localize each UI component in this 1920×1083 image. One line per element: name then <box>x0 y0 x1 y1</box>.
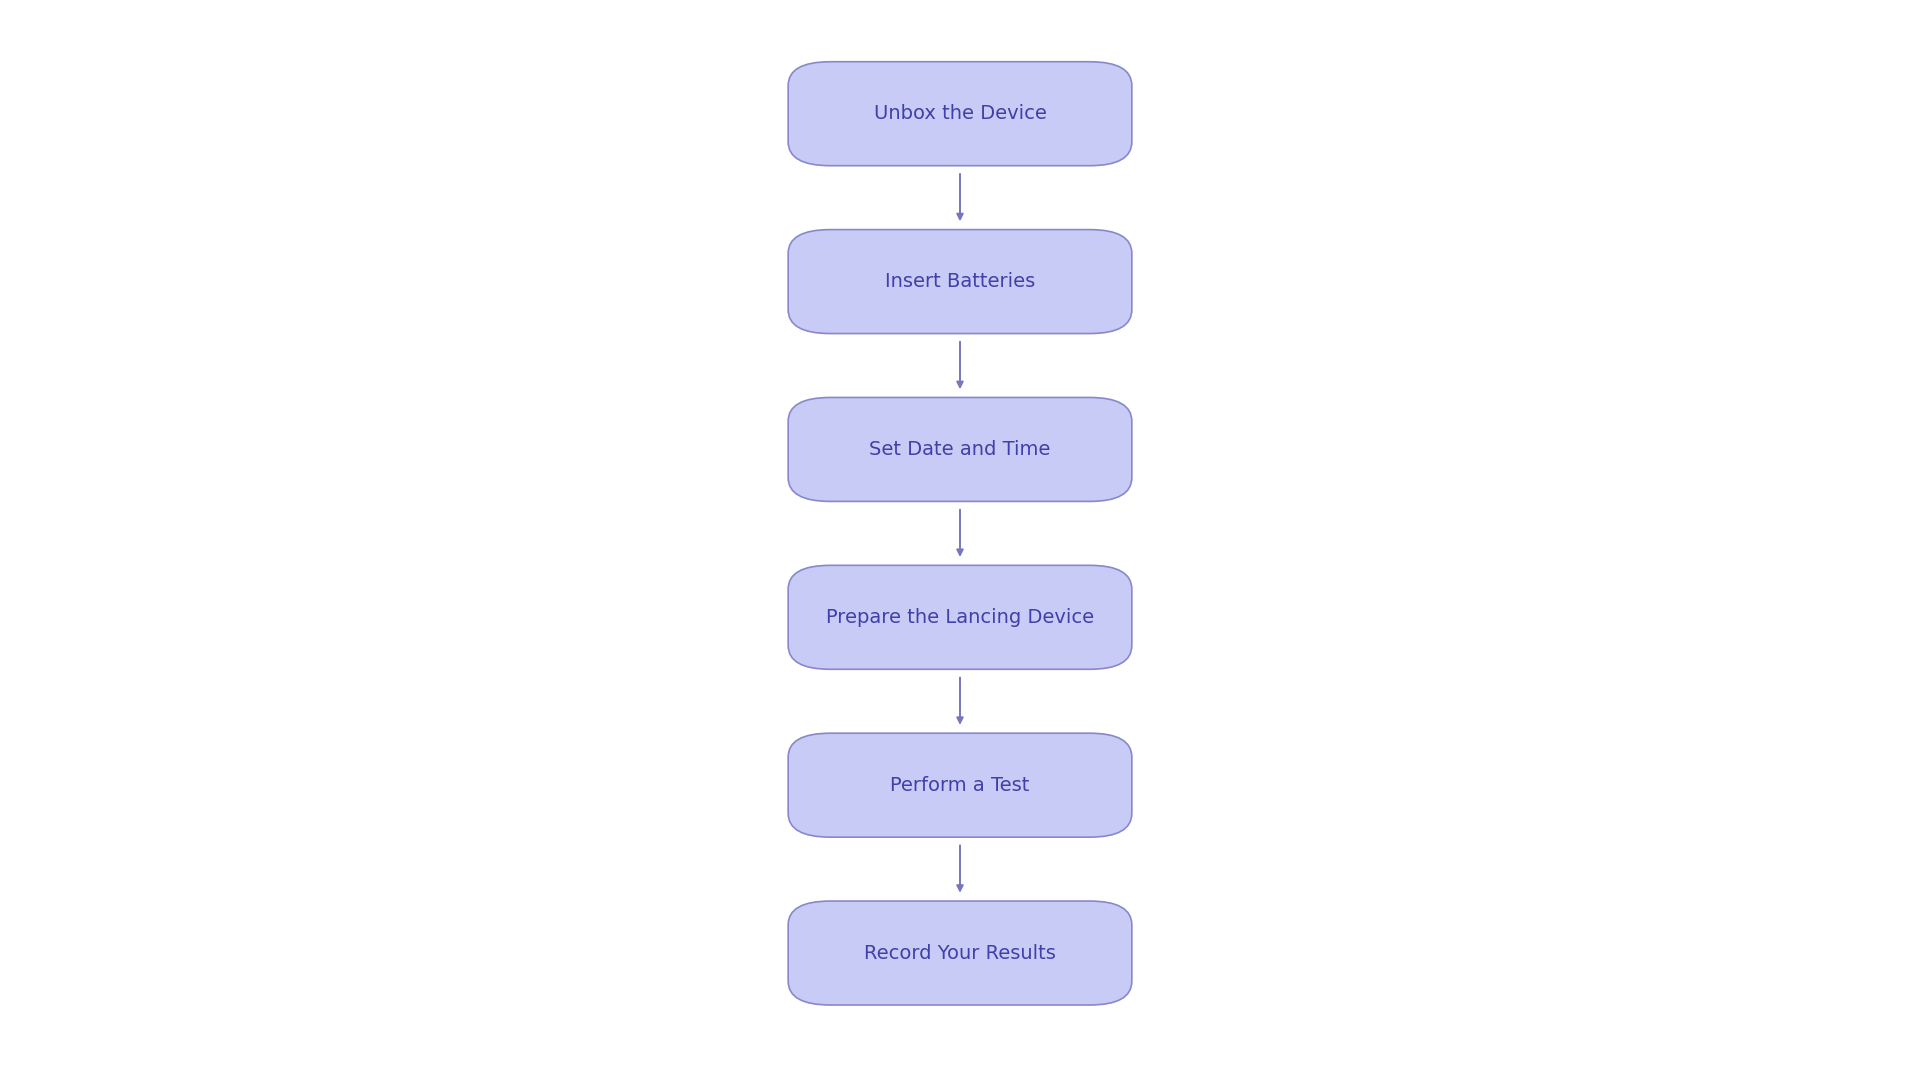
Text: Insert Batteries: Insert Batteries <box>885 272 1035 291</box>
FancyBboxPatch shape <box>787 901 1131 1005</box>
Text: Set Date and Time: Set Date and Time <box>870 440 1050 459</box>
FancyBboxPatch shape <box>787 62 1131 166</box>
FancyBboxPatch shape <box>787 230 1131 334</box>
Text: Record Your Results: Record Your Results <box>864 943 1056 963</box>
Text: Perform a Test: Perform a Test <box>891 775 1029 795</box>
FancyBboxPatch shape <box>787 565 1131 669</box>
FancyBboxPatch shape <box>787 397 1131 501</box>
Text: Prepare the Lancing Device: Prepare the Lancing Device <box>826 608 1094 627</box>
FancyBboxPatch shape <box>787 733 1131 837</box>
Text: Unbox the Device: Unbox the Device <box>874 104 1046 123</box>
